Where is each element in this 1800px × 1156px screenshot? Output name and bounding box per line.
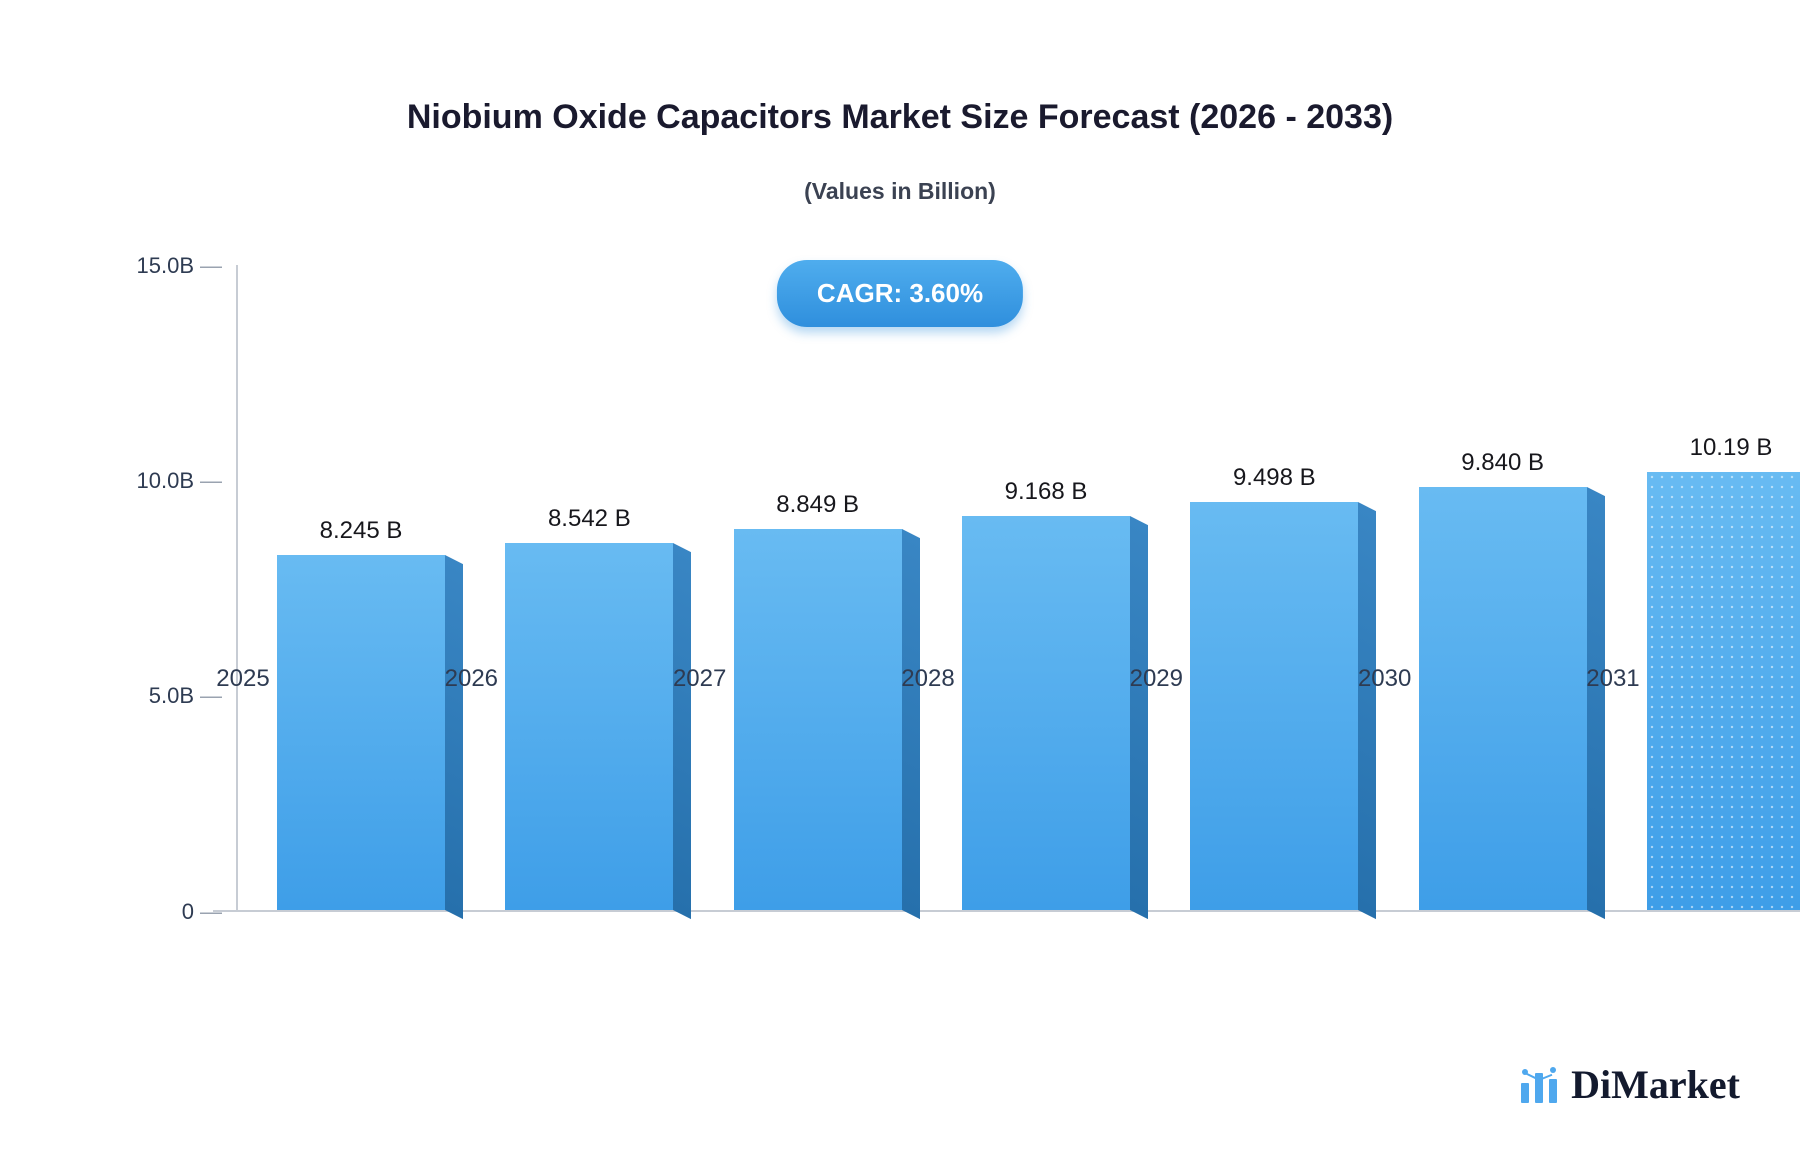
y-tick-10: 10.0B — <box>118 468 236 494</box>
bar-value-2028: 9.168 B <box>1005 478 1088 506</box>
bar-2029[interactable]: 9.498 B <box>1190 502 1358 910</box>
x-label-2026: 2026 <box>376 665 566 693</box>
plot-area: 15.0B — 10.0B — 5.0B — 0— 8.245 B <box>118 265 1738 910</box>
bar-group-2028: 9.168 B <box>951 265 1141 910</box>
bar-group-2027: 8.849 B <box>723 265 913 910</box>
y-tick-15: 15.0B — <box>118 253 236 279</box>
bar-2025[interactable]: 8.245 B <box>277 555 445 910</box>
bar-2030[interactable]: 9.840 B <box>1419 487 1587 910</box>
logo-brand-text: DiMarket <box>1571 1061 1740 1108</box>
bar-group-2029: 9.498 B <box>1179 265 1369 910</box>
bar-value-2030: 9.840 B <box>1461 449 1544 477</box>
x-label-2025: 2025 <box>148 665 338 693</box>
bar-2026[interactable]: 8.542 B <box>505 543 673 910</box>
x-label-2031: 2031 <box>1518 665 1708 693</box>
bars-container: 8.245 B 8.542 B 8.849 B <box>236 265 1800 910</box>
bar-value-2027: 8.849 B <box>776 491 859 519</box>
y-tick-0: 0— <box>118 899 236 925</box>
bar-group-2031: 10.19 B <box>1636 265 1800 910</box>
bar-value-2031: 10.19 B <box>1690 434 1773 462</box>
chart-root: Niobium Oxide Capacitors Market Size For… <box>0 0 1800 1156</box>
x-axis-labels: 2025 2026 2027 2028 2029 2030 2031 <box>118 665 1738 693</box>
bar-2028[interactable]: 9.168 B <box>962 516 1130 910</box>
x-label-2027: 2027 <box>605 665 795 693</box>
bar-value-2025: 8.245 B <box>320 517 403 545</box>
bar-2027[interactable]: 8.849 B <box>734 529 902 910</box>
x-label-2028: 2028 <box>833 665 1023 693</box>
bar-group-2030: 9.840 B <box>1408 265 1598 910</box>
x-label-2030: 2030 <box>1290 665 1480 693</box>
chart-subtitle: (Values in Billion) <box>0 178 1800 205</box>
bar-value-2026: 8.542 B <box>548 505 631 533</box>
bar-group-2025: 8.245 B <box>266 265 456 910</box>
bar-value-2029: 9.498 B <box>1233 464 1316 492</box>
y-axis: 15.0B — 10.0B — 5.0B — 0— <box>118 265 236 910</box>
brand-logo: DiMarket <box>1521 1061 1740 1108</box>
x-label-2029: 2029 <box>1061 665 1251 693</box>
bar-group-2026: 8.542 B <box>494 265 684 910</box>
chart-title: Niobium Oxide Capacitors Market Size For… <box>0 98 1800 137</box>
logo-chart-icon <box>1521 1067 1561 1103</box>
